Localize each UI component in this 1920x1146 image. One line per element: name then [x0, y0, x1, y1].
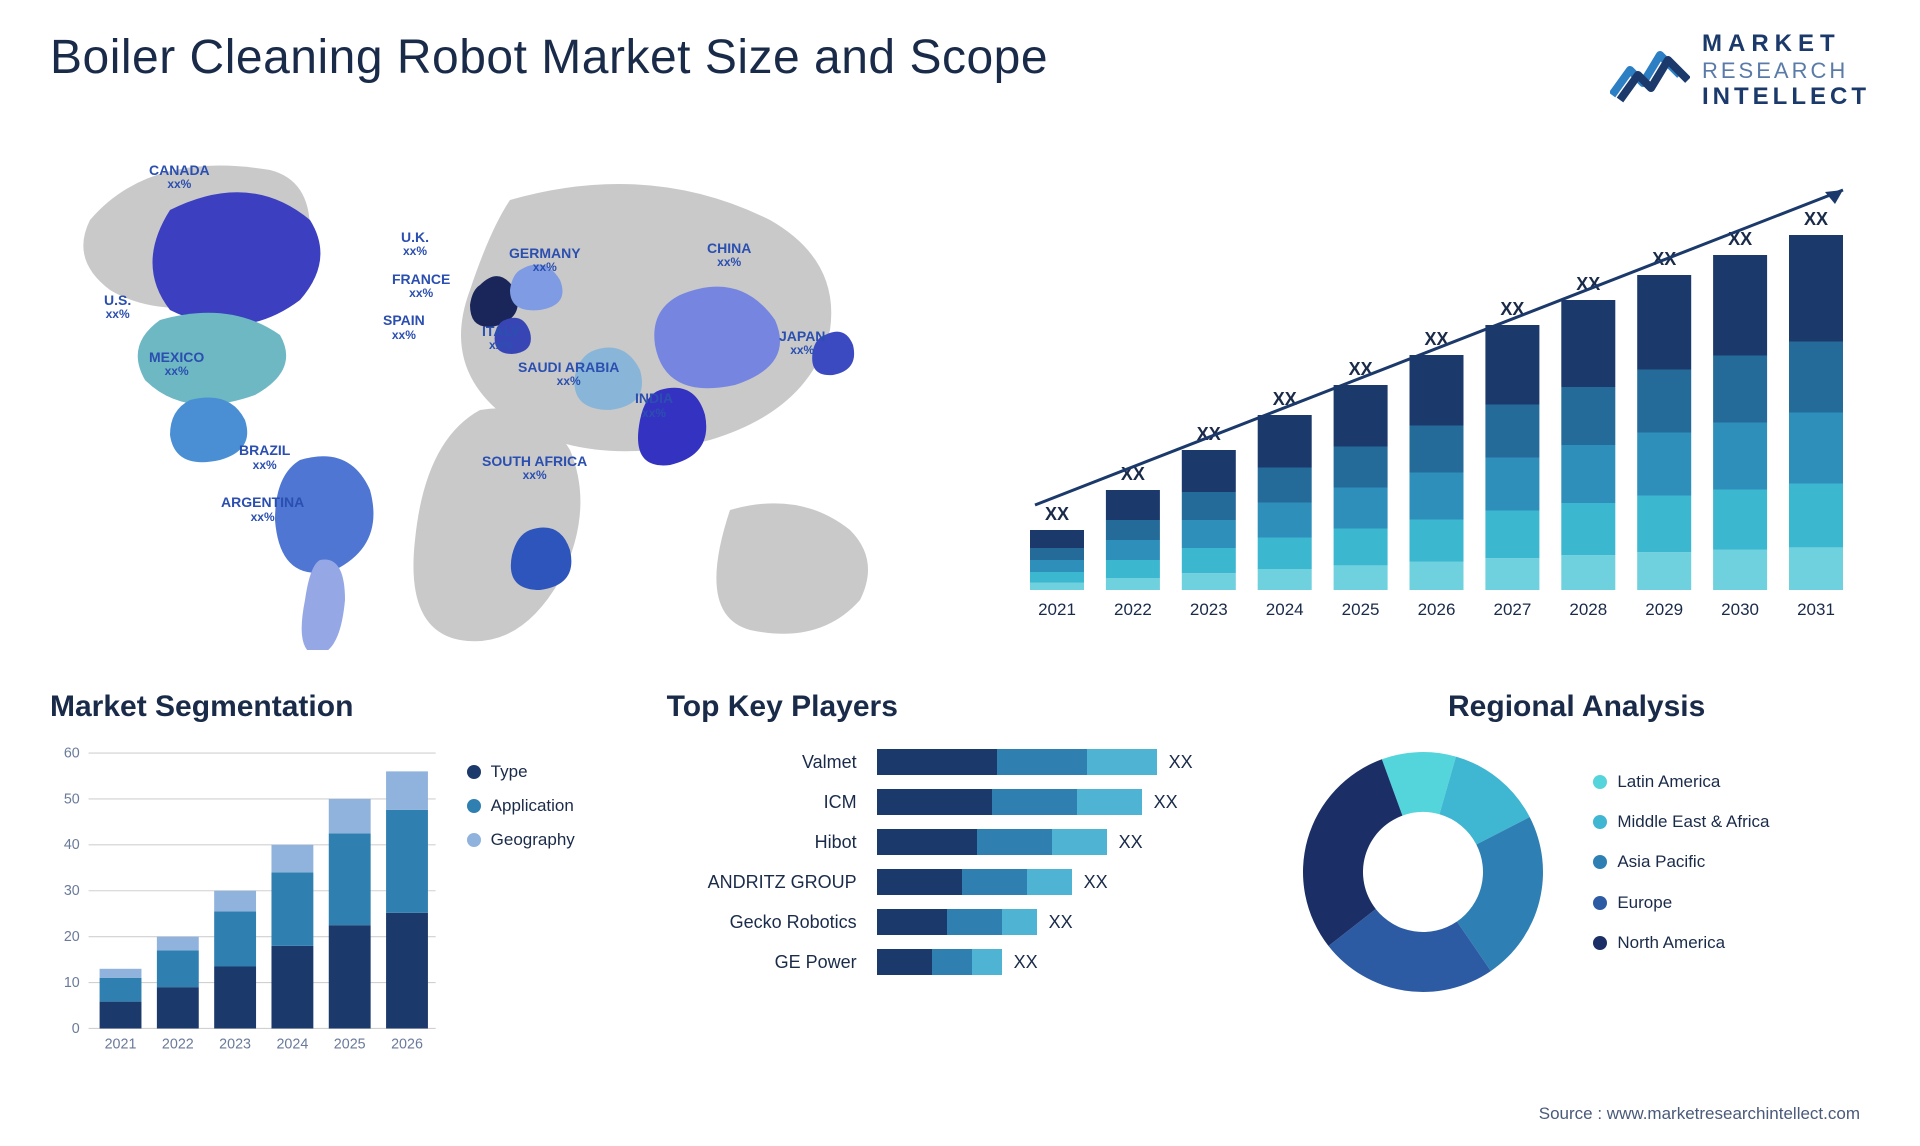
- map-label-spain: SPAINxx%: [383, 312, 425, 342]
- ra-legend-item: North America: [1593, 933, 1793, 953]
- logo-line1: MARKET: [1702, 30, 1870, 58]
- segmentation-title: Market Segmentation: [50, 690, 637, 724]
- map-label-brazil: BRAZILxx%: [239, 442, 290, 472]
- svg-text:XX: XX: [1804, 209, 1828, 229]
- source-text: Source : www.marketresearchintellect.com: [1539, 1104, 1860, 1124]
- kp-label: Hibot: [667, 822, 857, 862]
- key-players-title: Top Key Players: [667, 690, 1254, 724]
- key-players-bars: XXXXXXXXXXXX: [877, 742, 1254, 982]
- map-label-canada: CANADAxx%: [149, 162, 210, 192]
- svg-text:2026: 2026: [391, 1037, 423, 1053]
- key-players-panel: Top Key Players ValmetICMHibotANDRITZ GR…: [667, 690, 1254, 1062]
- segmentation-panel: Market Segmentation 0 10 20 30 40 50 60 2021 202…: [50, 690, 637, 1062]
- map-label-italy: ITALYxx%: [482, 323, 520, 353]
- regional-legend: Latin America Middle East & Africa Asia Pa…: [1593, 772, 1793, 974]
- map-label-mexico: MEXICOxx%: [149, 349, 204, 379]
- forecast-svg: XX2021XX2022XX2023XX2024XX2025XX2026XX20…: [970, 130, 1870, 650]
- forecast-chart: XX2021XX2022XX2023XX2024XX2025XX2026XX20…: [970, 130, 1870, 650]
- logo-line2: RESEARCH: [1702, 58, 1870, 83]
- kp-row: XX: [877, 862, 1254, 902]
- svg-text:2028: 2028: [1569, 600, 1607, 619]
- svg-text:2026: 2026: [1418, 600, 1456, 619]
- segmentation-chart: 0 10 20 30 40 50 60 2021 2022 2023 2024 2025 2026: [50, 742, 447, 1062]
- svg-text:2027: 2027: [1493, 600, 1531, 619]
- ra-legend-item: Middle East & Africa: [1593, 812, 1793, 832]
- regional-title: Regional Analysis: [1283, 690, 1870, 724]
- kp-row: XX: [877, 942, 1254, 982]
- map-label-china: CHINAxx%: [707, 240, 751, 270]
- svg-text:2029: 2029: [1645, 600, 1683, 619]
- kp-label: ANDRITZ GROUP: [667, 862, 857, 902]
- ra-legend-item: Asia Pacific: [1593, 852, 1793, 872]
- map-label-japan: JAPANxx%: [779, 328, 825, 358]
- ra-legend-item: Europe: [1593, 893, 1793, 913]
- svg-text:2025: 2025: [334, 1037, 366, 1053]
- kp-row: XX: [877, 742, 1254, 782]
- svg-text:2024: 2024: [1266, 600, 1304, 619]
- kp-row: XX: [877, 822, 1254, 862]
- seg-legend-type: Type: [467, 762, 637, 782]
- svg-text:50: 50: [64, 792, 80, 808]
- map-label-france: FRANCExx%: [392, 271, 450, 301]
- svg-text:10: 10: [64, 975, 80, 991]
- brand-logo: MARKET RESEARCH INTELLECT: [1610, 30, 1870, 110]
- map-label-argentina: ARGENTINAxx%: [221, 494, 304, 524]
- map-svg: [50, 130, 950, 650]
- svg-text:2025: 2025: [1342, 600, 1380, 619]
- world-map: CANADAxx% U.S.xx% MEXICOxx% BRAZILxx% ARGENT…: [50, 130, 950, 650]
- logo-line3: INTELLECT: [1702, 83, 1870, 111]
- svg-text:30: 30: [64, 884, 80, 900]
- regional-panel: Regional Analysis Latin America Middle Ea…: [1283, 690, 1870, 1062]
- logo-icon: [1610, 35, 1690, 105]
- svg-text:20: 20: [64, 930, 80, 946]
- kp-label: Valmet: [667, 742, 857, 782]
- regional-donut: [1283, 742, 1563, 1002]
- svg-text:2031: 2031: [1797, 600, 1835, 619]
- svg-text:XX: XX: [1045, 504, 1069, 524]
- ra-legend-item: Latin America: [1593, 772, 1793, 792]
- svg-text:2021: 2021: [105, 1037, 137, 1053]
- map-label-germany: GERMANYxx%: [509, 245, 581, 275]
- map-label-saudi-arabia: SAUDI ARABIAxx%: [518, 359, 619, 389]
- svg-text:2023: 2023: [219, 1037, 251, 1053]
- svg-text:0: 0: [72, 1021, 80, 1037]
- bottom-row: Market Segmentation 0 10 20 30 40 50 60 2021 202…: [50, 690, 1870, 1062]
- segmentation-legend: Type Application Geography: [467, 742, 637, 864]
- header: Boiler Cleaning Robot Market Size and Sc…: [50, 30, 1870, 110]
- svg-text:2024: 2024: [276, 1037, 308, 1053]
- svg-text:2023: 2023: [1190, 600, 1228, 619]
- map-label-u-s-: U.S.xx%: [104, 292, 131, 322]
- seg-legend-geography: Geography: [467, 830, 637, 850]
- page-title: Boiler Cleaning Robot Market Size and Sc…: [50, 30, 1048, 85]
- map-label-south-africa: SOUTH AFRICAxx%: [482, 453, 587, 483]
- kp-row: XX: [877, 782, 1254, 822]
- svg-text:40: 40: [64, 838, 80, 854]
- svg-text:2022: 2022: [1114, 600, 1152, 619]
- map-label-india: INDIAxx%: [635, 390, 673, 420]
- svg-text:XX: XX: [1273, 389, 1297, 409]
- svg-text:2021: 2021: [1038, 600, 1076, 619]
- kp-row: XX: [877, 902, 1254, 942]
- kp-label: ICM: [667, 782, 857, 822]
- key-players-labels: ValmetICMHibotANDRITZ GROUPGecko Robotic…: [667, 742, 857, 982]
- svg-text:2030: 2030: [1721, 600, 1759, 619]
- svg-text:2022: 2022: [162, 1037, 194, 1053]
- svg-text:60: 60: [64, 746, 80, 762]
- top-row: CANADAxx% U.S.xx% MEXICOxx% BRAZILxx% ARGENT…: [50, 130, 1870, 650]
- map-label-u-k-: U.K.xx%: [401, 229, 429, 259]
- kp-label: GE Power: [667, 942, 857, 982]
- seg-legend-application: Application: [467, 796, 637, 816]
- kp-label: Gecko Robotics: [667, 902, 857, 942]
